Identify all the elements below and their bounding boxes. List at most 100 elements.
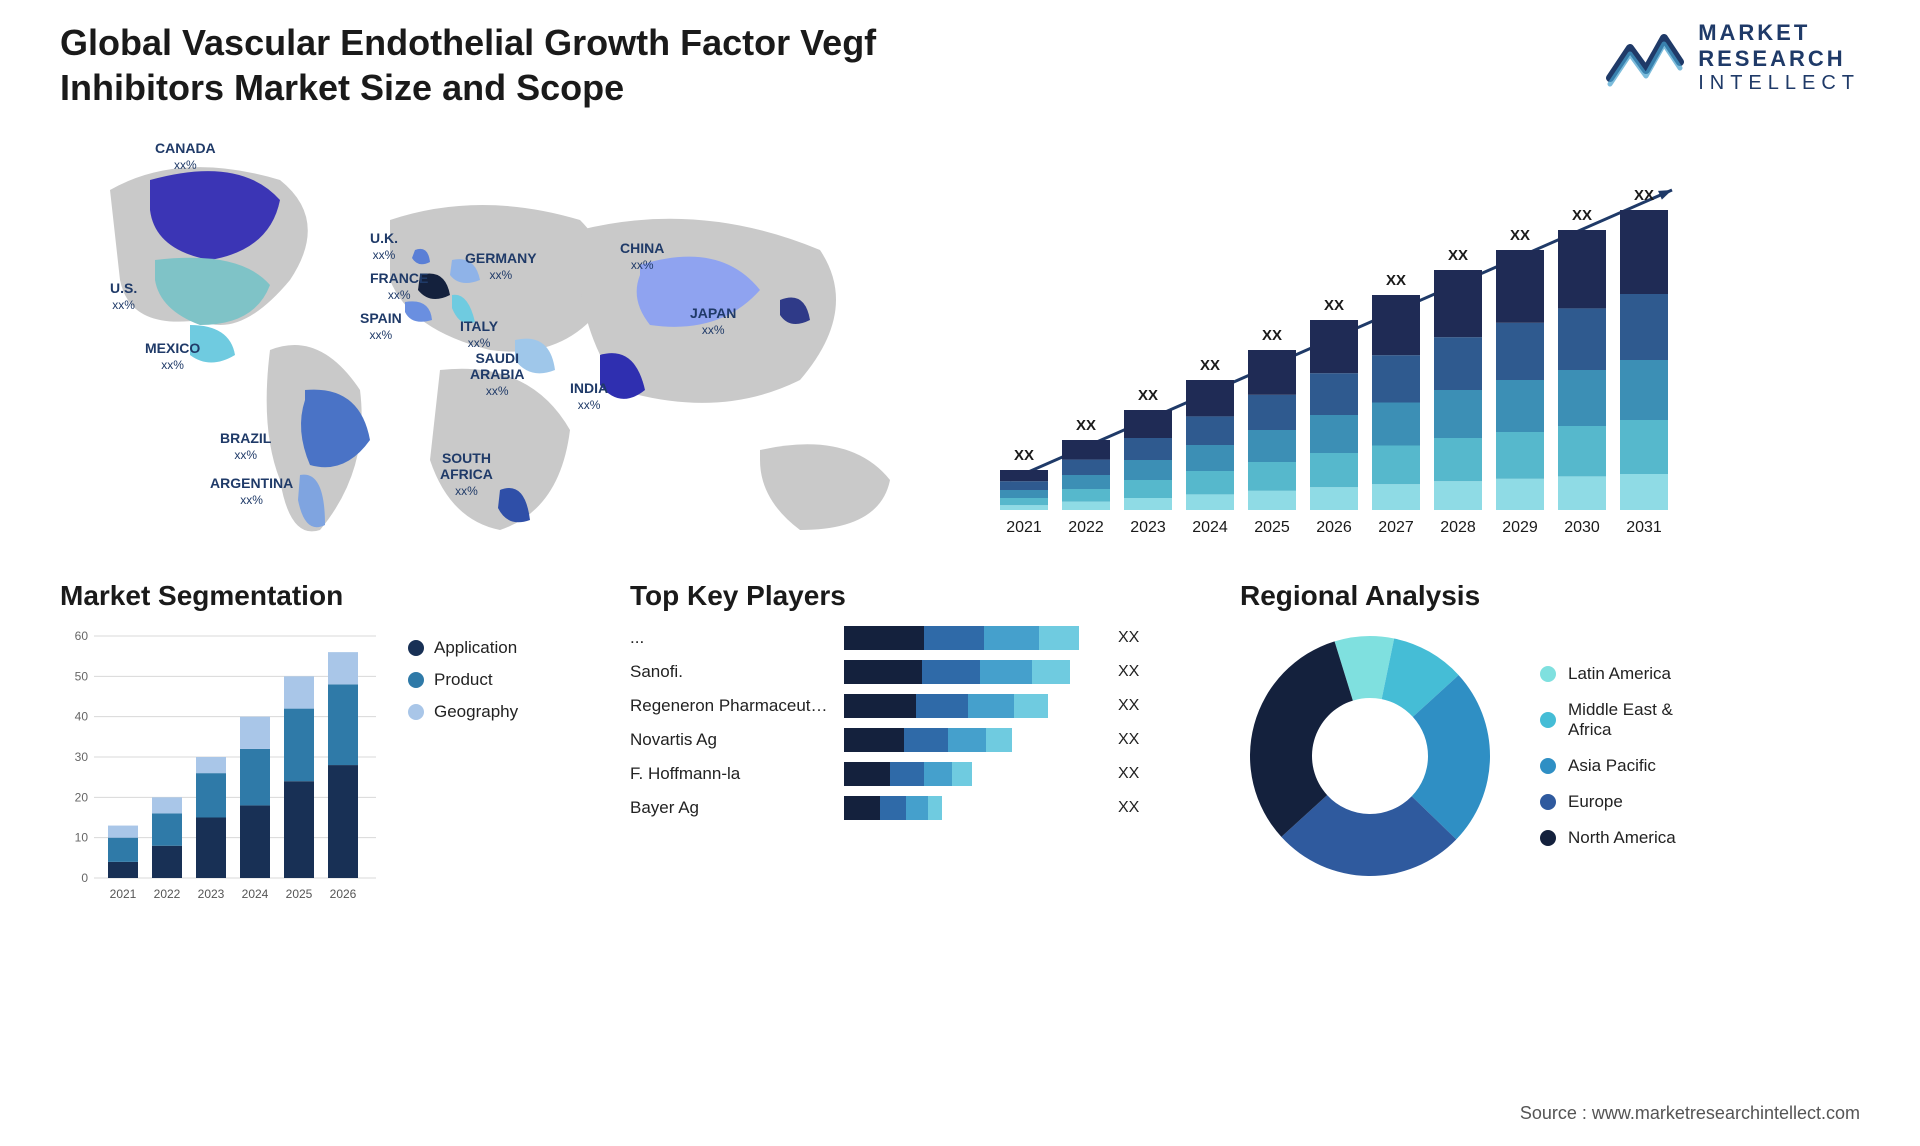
map-label: CANADAxx% — [155, 140, 216, 173]
map-label: BRAZILxx% — [220, 430, 271, 463]
svg-text:XX: XX — [1510, 227, 1530, 244]
svg-text:2026: 2026 — [1316, 519, 1352, 536]
lower-row: Market Segmentation 0 10 20 30 40 50 60 2021 202… — [0, 550, 1920, 906]
player-row: Bayer Ag XX — [630, 796, 1190, 820]
player-row: F. Hoffmann-la XX — [630, 762, 1190, 786]
player-value: XX — [1118, 663, 1139, 681]
growth-chart: XX 2021 XX 2022 XX 2023 XX 2024 XX 2025 XX 2026 XX 20… — [980, 130, 1860, 550]
svg-text:2022: 2022 — [154, 887, 181, 901]
player-label: Bayer Ag — [630, 798, 830, 818]
svg-text:2027: 2027 — [1378, 519, 1414, 536]
map-label: ARGENTINAxx% — [210, 475, 293, 508]
regional-donut — [1240, 626, 1500, 886]
map-label: SPAINxx% — [360, 310, 402, 343]
map-label: JAPANxx% — [690, 305, 736, 338]
regional-title: Regional Analysis — [1240, 580, 1860, 612]
player-value: XX — [1118, 697, 1139, 715]
legend-item: Application — [408, 638, 518, 658]
map-label: SOUTHAFRICAxx% — [440, 450, 493, 499]
segmentation-panel: Market Segmentation 0 10 20 30 40 50 60 2021 202… — [60, 580, 580, 906]
legend-item: Product — [408, 670, 518, 690]
legend-item: North America — [1540, 828, 1676, 848]
player-row: Novartis Ag XX — [630, 728, 1190, 752]
legend-item: Latin America — [1540, 664, 1676, 684]
svg-text:XX: XX — [1262, 327, 1282, 344]
svg-text:2028: 2028 — [1440, 519, 1476, 536]
player-value: XX — [1118, 765, 1139, 783]
players-title: Top Key Players — [630, 580, 1190, 612]
svg-text:XX: XX — [1572, 207, 1592, 224]
svg-text:50: 50 — [75, 669, 89, 683]
player-label: ... — [630, 628, 830, 648]
svg-text:10: 10 — [75, 831, 89, 845]
svg-text:2021: 2021 — [110, 887, 137, 901]
regional-legend: Latin America Middle East &Africa Asia Pac… — [1540, 648, 1676, 864]
segmentation-title: Market Segmentation — [60, 580, 580, 612]
segmentation-legend: Application Product Geography — [408, 626, 518, 734]
players-body: ... XX Sanofi. XX Regeneron Pharmaceuticals X… — [630, 626, 1190, 820]
player-bar — [844, 728, 1104, 752]
svg-text:2024: 2024 — [242, 887, 269, 901]
player-label: Regeneron Pharmaceuticals — [630, 696, 830, 716]
svg-text:20: 20 — [75, 790, 89, 804]
player-bar — [844, 694, 1104, 718]
svg-text:2024: 2024 — [1192, 519, 1228, 536]
logo: MARKET RESEARCH INTELLECT — [1606, 20, 1860, 95]
svg-text:XX: XX — [1200, 357, 1220, 374]
header: Global Vascular Endothelial Growth Facto… — [0, 0, 1920, 120]
player-bar — [844, 762, 1104, 786]
world-map: CANADAxx% U.S.xx% MEXICOxx% BRAZILxx% ARGENT… — [60, 130, 940, 550]
svg-text:XX: XX — [1386, 272, 1406, 289]
legend-item: Europe — [1540, 792, 1676, 812]
svg-text:XX: XX — [1076, 417, 1096, 434]
player-label: Novartis Ag — [630, 730, 830, 750]
player-row: ... XX — [630, 626, 1190, 650]
svg-text:2022: 2022 — [1068, 519, 1104, 536]
player-bar — [844, 660, 1104, 684]
map-label: ITALYxx% — [460, 318, 498, 351]
svg-text:0: 0 — [81, 871, 88, 885]
svg-text:60: 60 — [75, 629, 89, 643]
svg-text:XX: XX — [1448, 247, 1468, 264]
map-label: MEXICOxx% — [145, 340, 200, 373]
legend-item: Geography — [408, 702, 518, 722]
player-value: XX — [1118, 629, 1139, 647]
svg-text:XX: XX — [1014, 447, 1034, 464]
svg-text:40: 40 — [75, 710, 89, 724]
players-panel: Top Key Players ...XXSanofi.XXRegeneron … — [630, 580, 1190, 906]
svg-text:2026: 2026 — [330, 887, 357, 901]
player-value: XX — [1118, 799, 1139, 817]
upper-row: CANADAxx% U.S.xx% MEXICOxx% BRAZILxx% ARGENT… — [0, 120, 1920, 550]
svg-text:2023: 2023 — [198, 887, 225, 901]
svg-text:XX: XX — [1634, 187, 1654, 204]
logo-text: MARKET RESEARCH INTELLECT — [1698, 20, 1860, 95]
player-bar — [844, 626, 1104, 650]
svg-text:2030: 2030 — [1564, 519, 1600, 536]
map-label: CHINAxx% — [620, 240, 664, 273]
svg-text:2025: 2025 — [286, 887, 313, 901]
svg-text:2021: 2021 — [1006, 519, 1042, 536]
player-label: Sanofi. — [630, 662, 830, 682]
footer-source: Source : www.marketresearchintellect.com — [1520, 1103, 1860, 1124]
svg-text:2025: 2025 — [1254, 519, 1290, 536]
regional-panel: Regional Analysis Latin America Middle Ea… — [1240, 580, 1860, 906]
map-label: GERMANYxx% — [465, 250, 537, 283]
map-label: U.S.xx% — [110, 280, 137, 313]
player-row: Sanofi. XX — [630, 660, 1190, 684]
map-label: SAUDIARABIAxx% — [470, 350, 524, 399]
svg-text:30: 30 — [75, 750, 89, 764]
player-value: XX — [1118, 731, 1139, 749]
legend-item: Middle East &Africa — [1540, 700, 1676, 740]
map-label: U.K.xx% — [370, 230, 398, 263]
svg-text:2031: 2031 — [1626, 519, 1662, 536]
legend-item: Asia Pacific — [1540, 756, 1676, 776]
svg-text:2023: 2023 — [1130, 519, 1166, 536]
player-row: Regeneron Pharmaceuticals XX — [630, 694, 1190, 718]
map-label: INDIAxx% — [570, 380, 608, 413]
map-label: FRANCExx% — [370, 270, 428, 303]
growth-chart-svg: XX 2021 XX 2022 XX 2023 XX 2024 XX 2025 XX 2026 XX 20… — [980, 130, 1860, 550]
player-label: F. Hoffmann-la — [630, 764, 830, 784]
svg-text:2029: 2029 — [1502, 519, 1538, 536]
logo-icon — [1606, 28, 1684, 88]
player-bar — [844, 796, 1104, 820]
